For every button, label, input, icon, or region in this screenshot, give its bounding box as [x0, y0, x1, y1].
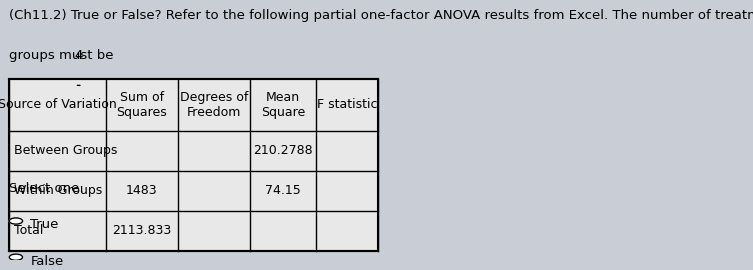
Text: 1483: 1483 — [126, 184, 157, 197]
Text: 74.15: 74.15 — [265, 184, 300, 197]
Text: 4: 4 — [75, 49, 83, 62]
Text: True: True — [30, 218, 59, 231]
Circle shape — [9, 218, 23, 224]
Text: Select one:: Select one: — [9, 182, 84, 195]
Text: groups must be: groups must be — [9, 49, 118, 62]
Text: Sum of
Squares: Sum of Squares — [117, 91, 167, 119]
Text: Within Groups: Within Groups — [14, 184, 102, 197]
Text: Source of Variation: Source of Variation — [0, 98, 117, 111]
FancyBboxPatch shape — [9, 79, 378, 251]
Text: F statistic: F statistic — [316, 98, 377, 111]
Text: 2113.833: 2113.833 — [112, 224, 172, 237]
Text: Mean
Square: Mean Square — [261, 91, 305, 119]
Text: Total: Total — [14, 224, 43, 237]
Circle shape — [9, 254, 23, 260]
Text: 210.2788: 210.2788 — [253, 144, 312, 157]
Text: False: False — [30, 255, 63, 268]
Text: (Ch11.2) True or False? Refer to the following partial one-factor ANOVA results : (Ch11.2) True or False? Refer to the fol… — [9, 9, 753, 22]
Text: Degrees of
Freedom: Degrees of Freedom — [179, 91, 248, 119]
Text: Between Groups: Between Groups — [14, 144, 117, 157]
